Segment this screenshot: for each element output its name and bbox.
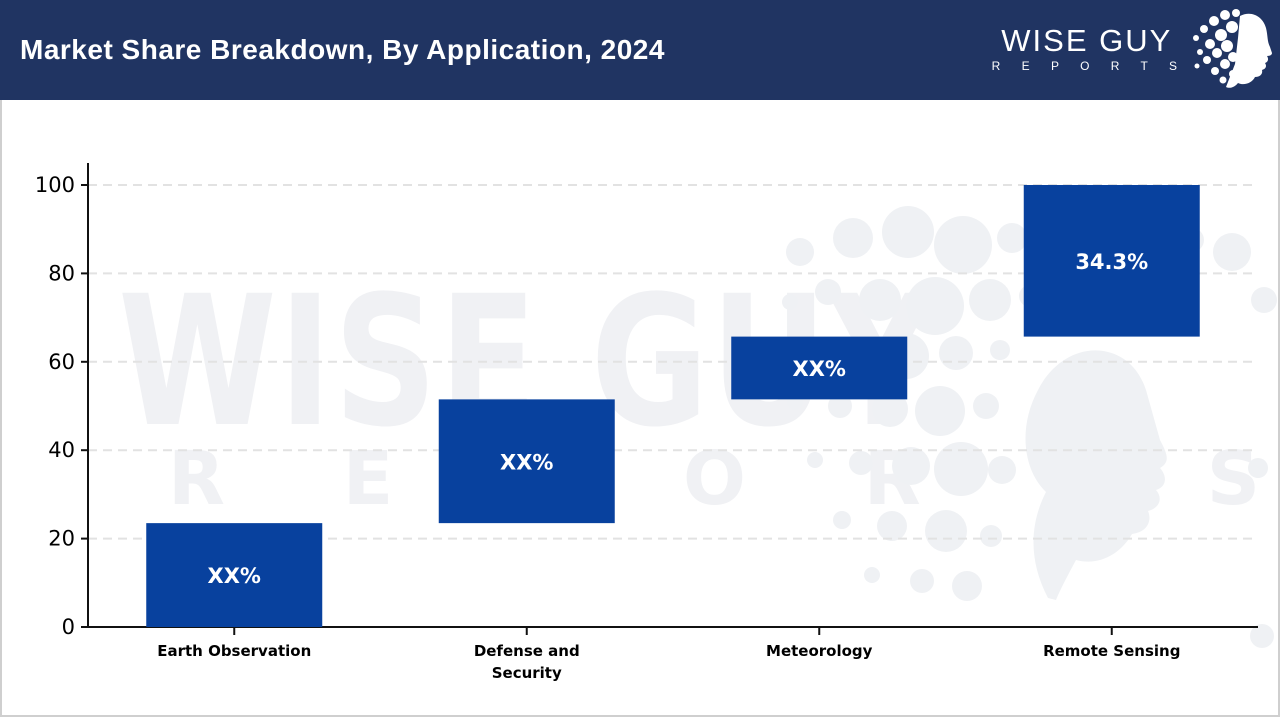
x-category-label: Remote Sensing [1043,642,1180,660]
bar-defense-and-security [438,399,615,524]
y-tick-label: 40 [48,438,75,462]
x-category-label: Defense and [474,642,580,660]
bar-value-label: XX% [500,450,553,474]
bar-value-label: 34.3% [1075,250,1148,274]
page-title: Market Share Breakdown, By Application, … [20,34,665,65]
bar-value-label: XX% [793,357,846,381]
bar-meteorology [731,336,908,400]
y-tick-label: 60 [48,350,75,374]
y-tick-label: 20 [48,527,75,551]
brand-logo: WISE GUY R E P O R T S [988,8,1272,90]
y-tick-label: 80 [48,261,75,285]
brand-face-icon [1193,9,1272,88]
brand-logo-text: WISE GUY R E P O R T S [988,25,1186,73]
bar-value-label: XX% [208,564,261,588]
bar-remote-sensing [1023,185,1200,337]
x-category-label: Security [492,664,562,682]
brand-wordmark: WISE GUY [1001,23,1173,58]
x-category-label: Meteorology [766,642,873,660]
face-profile-shape [1025,350,1167,600]
x-category-label: Earth Observation [157,642,311,660]
brand-subtext: R E P O R T S [991,59,1186,73]
y-tick-label: 0 [62,615,75,639]
header: Market Share Breakdown, By Application, … [0,0,1280,100]
y-tick-label: 100 [35,173,75,197]
bar-earth-observation [146,523,323,627]
